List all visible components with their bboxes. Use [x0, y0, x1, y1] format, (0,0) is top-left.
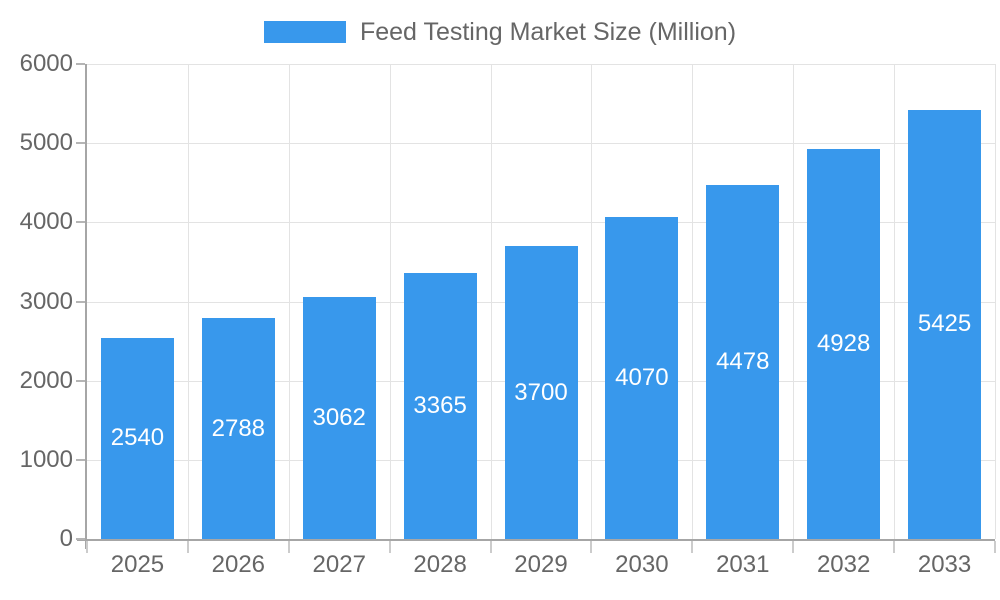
x-tick-mark: [489, 541, 492, 553]
bar-value-label: 4070: [615, 363, 669, 391]
x-axis-line: [77, 539, 995, 541]
x-tick-mark: [287, 541, 290, 553]
x-tick-mark: [994, 541, 996, 553]
y-gridline: [87, 143, 995, 145]
x-tick-mark: [691, 541, 694, 553]
legend-label: Feed Testing Market Size (Million): [359, 17, 737, 46]
bar-value-label: 3062: [312, 403, 366, 431]
y-axis-tick-label: 0: [59, 525, 73, 552]
bar-value-label: 2788: [211, 414, 266, 442]
x-tick-mark: [590, 541, 593, 553]
y-axis-line: [85, 64, 87, 549]
legend-swatch[interactable]: [263, 21, 346, 43]
y-tick-mark: [76, 221, 85, 224]
bar-2029[interactable]: 3700: [504, 246, 578, 539]
y-axis-tick-label: 3000: [19, 287, 73, 315]
y-axis-tick-label: 6000: [19, 50, 73, 77]
y-tick-mark: [76, 538, 85, 540]
x-tick-mark: [388, 541, 391, 553]
bar-2028[interactable]: 3365: [403, 272, 477, 539]
x-gridline: [692, 64, 694, 539]
bar-value-label: 2540: [110, 424, 165, 452]
x-axis-tick-label: 2033: [917, 551, 972, 578]
bar-value-label: 5425: [917, 310, 972, 338]
y-axis-tick-label: 2000: [19, 366, 73, 394]
x-gridline: [490, 64, 492, 539]
x-gridline: [894, 64, 896, 539]
x-gridline: [793, 64, 795, 539]
x-axis-tick-label: 2028: [413, 551, 467, 578]
y-tick-mark: [76, 142, 85, 145]
y-tick-mark: [76, 458, 85, 461]
x-gridline: [389, 64, 391, 539]
bar-2033[interactable]: 5425: [908, 109, 982, 539]
bar-2030[interactable]: 4070: [605, 216, 679, 539]
x-axis-tick-label: 2026: [211, 551, 266, 578]
x-axis-tick-label: 2025: [110, 551, 165, 578]
x-gridline: [288, 64, 290, 539]
x-tick-mark: [186, 541, 189, 553]
bar-2031[interactable]: 4478: [706, 184, 780, 539]
y-gridline: [87, 64, 995, 65]
x-axis-tick-label: 2029: [514, 551, 568, 578]
bar-value-label: 4928: [816, 329, 871, 357]
x-axis-tick-label: 2030: [615, 551, 669, 578]
y-gridline: [87, 222, 995, 224]
y-axis-tick-label: 1000: [19, 445, 73, 473]
y-axis-tick-label: 5000: [19, 129, 73, 157]
y-tick-mark: [76, 63, 85, 65]
y-axis-tick-label: 4000: [19, 208, 73, 236]
x-gridline: [995, 64, 996, 539]
x-gridline: [187, 64, 189, 539]
bar-2027[interactable]: 3062: [302, 296, 376, 539]
bar-value-label: 4478: [716, 347, 770, 375]
bar-value-label: 3700: [514, 378, 568, 406]
x-gridline: [591, 64, 593, 539]
bar-2025[interactable]: 2540: [100, 337, 174, 539]
chart-legend[interactable]: Feed Testing Market Size (Million): [0, 14, 1000, 50]
plot-area: 0 1000 2000 3000 4000 5000 6000 2540 2025 2788 202…: [20, 52, 996, 577]
x-axis-tick-label: 2032: [816, 551, 871, 578]
x-axis-tick-label: 2031: [716, 551, 770, 578]
x-tick-mark: [893, 541, 896, 553]
bar-2032[interactable]: 4928: [807, 148, 881, 539]
bar-2026[interactable]: 2788: [201, 318, 275, 539]
bar-value-label: 3365: [413, 391, 467, 419]
y-tick-mark: [76, 379, 85, 382]
x-axis-tick-label: 2027: [312, 551, 366, 578]
x-tick-mark: [86, 541, 88, 553]
y-tick-mark: [76, 300, 85, 303]
x-tick-mark: [792, 541, 795, 553]
